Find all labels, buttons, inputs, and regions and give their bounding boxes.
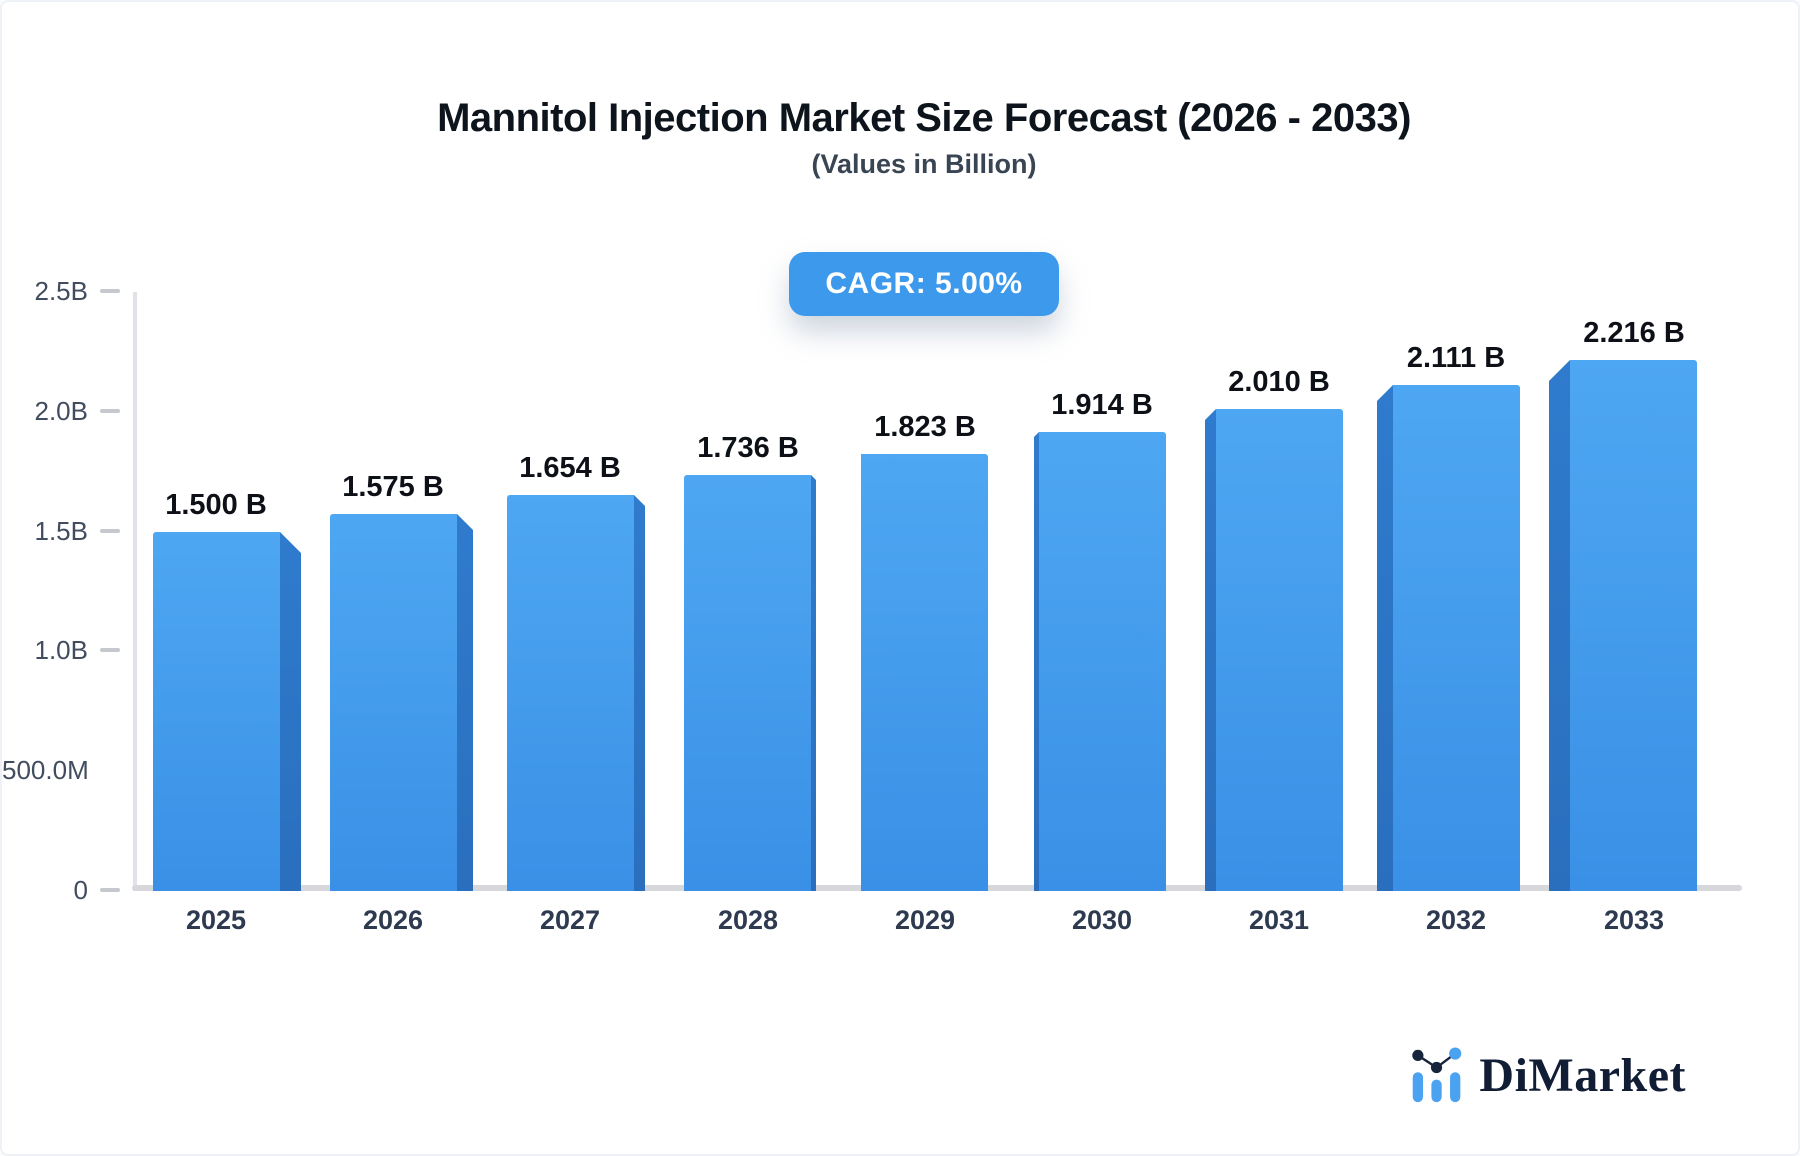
cagr-badge: CAGR: 5.00%: [789, 252, 1059, 316]
bar-chart-logo-icon: [1412, 1047, 1462, 1103]
y-tick-label: 500.0M: [2, 755, 89, 786]
bar: [153, 532, 280, 891]
y-tick-label: 2.5B: [34, 276, 89, 306]
bar-side-face: [1034, 432, 1039, 891]
bar: [330, 514, 457, 891]
bar: [861, 454, 988, 891]
chart-title: Mannitol Injection Market Size Forecast …: [437, 96, 1411, 140]
bar-value-label: 1.654 B: [519, 452, 621, 484]
y-tick-label: 2.0B: [34, 395, 89, 426]
bar: [684, 475, 811, 891]
x-axis-label: 2033: [1603, 905, 1665, 935]
logo-text: DiMarket: [1479, 1048, 1686, 1102]
bar: [1216, 409, 1343, 891]
chart-header: Mannitol Injection Market Size Forecast …: [50, 2, 1798, 316]
bar-side-face: [280, 532, 301, 891]
bar: [1393, 385, 1520, 891]
y-tick-label: 1.0B: [34, 635, 89, 666]
bar-value-label: 2.010 B: [1228, 366, 1330, 398]
y-tick-label: 1.5B: [34, 515, 89, 546]
y-tick-dash: [100, 528, 120, 533]
x-axis-label: 2032: [1425, 905, 1487, 935]
x-axis-label: 2031: [1248, 905, 1310, 935]
bar: [1039, 432, 1166, 891]
x-axis-label: 2028: [717, 905, 779, 935]
x-axis-label: 2027: [539, 905, 601, 935]
bar-value-label: 1.575 B: [342, 471, 444, 503]
bar-side-face: [634, 495, 645, 891]
y-tick-label: 0: [73, 875, 88, 905]
x-axis-label: 2026: [362, 905, 424, 935]
bar-side-face: [1549, 360, 1570, 891]
y-tick-dash: [100, 648, 120, 653]
y-tick-dash: [100, 888, 120, 892]
bar-value-label: 1.736 B: [697, 432, 799, 464]
bar-side-face: [1377, 385, 1393, 891]
x-axis-label: 2029: [894, 905, 956, 935]
bar-value-label: 1.823 B: [874, 411, 976, 443]
bar: [507, 495, 634, 891]
bar-value-label: 1.914 B: [1051, 389, 1153, 421]
y-tick-dash: [100, 289, 120, 293]
bar-side-face: [811, 475, 816, 891]
y-axis-line: [133, 292, 137, 891]
x-axis-label: 2030: [1071, 905, 1133, 935]
bar-value-label: 1.500 B: [165, 489, 267, 521]
chart-subtitle: (Values in Billion): [811, 149, 1037, 179]
bar-value-label: 2.111 B: [1406, 342, 1506, 374]
bar-side-face: [1205, 409, 1216, 891]
dimarket-logo: DiMarket: [1409, 1046, 1686, 1104]
bar-side-face: [457, 514, 473, 891]
bar-value-label: 2.216 B: [1583, 317, 1685, 349]
y-tick-dash: [100, 408, 120, 413]
x-axis-label: 2025: [185, 905, 247, 935]
bar: [1570, 360, 1697, 891]
